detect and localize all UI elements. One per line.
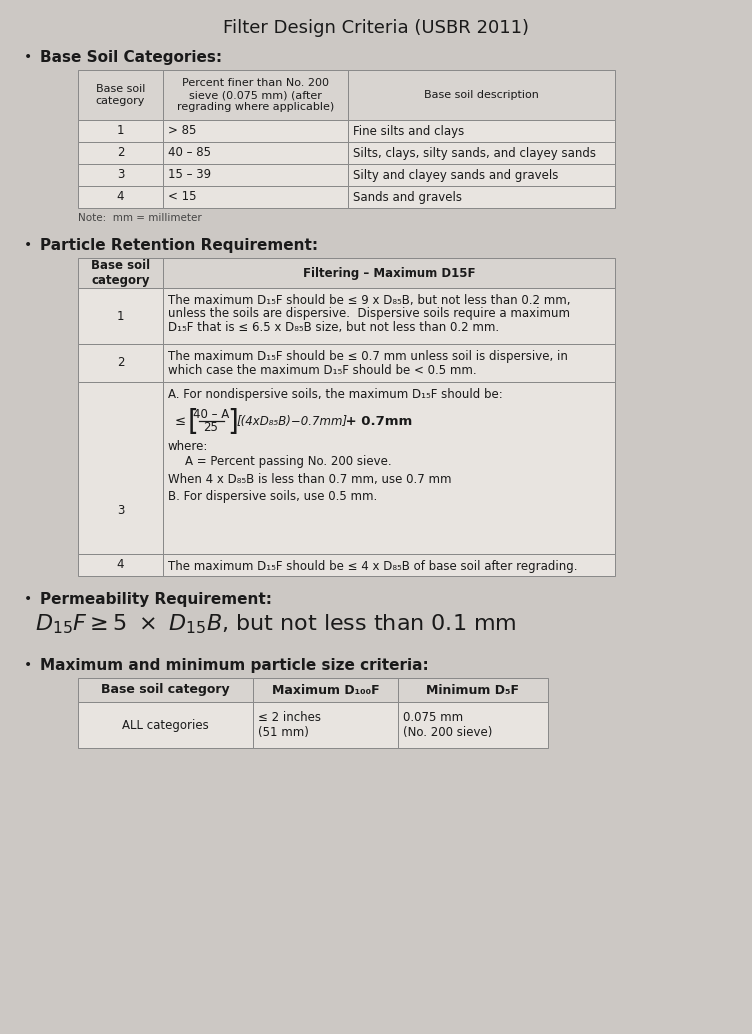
Text: 2: 2 xyxy=(117,147,124,159)
Text: •: • xyxy=(24,50,32,64)
Text: The maximum D₁₅F should be ≤ 4 x D₈₅B of base soil after regrading.: The maximum D₁₅F should be ≤ 4 x D₈₅B of… xyxy=(168,560,578,573)
Text: Minimum D₅F: Minimum D₅F xyxy=(426,683,520,697)
Bar xyxy=(78,554,163,576)
Bar xyxy=(78,142,163,164)
Bar xyxy=(163,70,348,120)
Text: 25: 25 xyxy=(204,421,218,434)
Bar xyxy=(78,344,163,382)
Text: 3: 3 xyxy=(117,169,124,182)
Text: ]: ] xyxy=(227,407,238,435)
Bar xyxy=(163,344,615,382)
Text: 1: 1 xyxy=(117,309,124,323)
Text: Maximum D₁₀₀F: Maximum D₁₀₀F xyxy=(271,683,379,697)
Text: 4: 4 xyxy=(117,558,124,572)
Text: 1: 1 xyxy=(117,124,124,138)
Bar xyxy=(348,186,615,208)
Text: < 15: < 15 xyxy=(168,190,196,204)
Bar xyxy=(348,120,615,142)
Text: [: [ xyxy=(188,407,199,435)
Bar xyxy=(78,164,163,186)
Bar xyxy=(78,186,163,208)
Text: Percent finer than No. 200
sieve (0.075 mm) (after
regrading where applicable): Percent finer than No. 200 sieve (0.075 … xyxy=(177,79,334,112)
Bar xyxy=(78,258,163,288)
Text: Filtering – Maximum D15F: Filtering – Maximum D15F xyxy=(303,267,475,279)
Text: Base soil
category: Base soil category xyxy=(96,84,145,105)
Text: A. For nondispersive soils, the maximum D₁₅F should be:: A. For nondispersive soils, the maximum … xyxy=(168,388,503,401)
Bar xyxy=(253,678,398,702)
Text: 15 – 39: 15 – 39 xyxy=(168,169,211,182)
Text: When 4 x D₈₅B is less than 0.7 mm, use 0.7 mm: When 4 x D₈₅B is less than 0.7 mm, use 0… xyxy=(168,473,451,486)
Text: 3: 3 xyxy=(117,505,124,517)
Text: Base soil description: Base soil description xyxy=(424,90,539,100)
Text: •: • xyxy=(24,658,32,672)
Text: Base soil category: Base soil category xyxy=(102,683,230,697)
Text: where:: where: xyxy=(168,439,208,453)
Text: The maximum D₁₅F should be ≤ 0.7 mm unless soil is dispersive, in: The maximum D₁₅F should be ≤ 0.7 mm unle… xyxy=(168,349,568,363)
Bar xyxy=(78,678,253,702)
Bar xyxy=(78,702,253,748)
Text: Maximum and minimum particle size criteria:: Maximum and minimum particle size criter… xyxy=(40,658,429,673)
Text: Fine silts and clays: Fine silts and clays xyxy=(353,124,464,138)
Text: 40 – 85: 40 – 85 xyxy=(168,147,211,159)
Text: The maximum D₁₅F should be ≤ 9 x D₈₅B, but not less than 0.2 mm,: The maximum D₁₅F should be ≤ 9 x D₈₅B, b… xyxy=(168,294,571,307)
Text: B. For dispersive soils, use 0.5 mm.: B. For dispersive soils, use 0.5 mm. xyxy=(168,490,378,503)
Bar xyxy=(78,120,163,142)
Bar xyxy=(163,186,348,208)
Bar xyxy=(163,288,615,344)
Text: 40 – A: 40 – A xyxy=(193,408,229,421)
Bar xyxy=(163,258,615,288)
Text: 4: 4 xyxy=(117,190,124,204)
Text: D₁₅F that is ≤ 6.5 x D₈₅B size, but not less than 0.2 mm.: D₁₅F that is ≤ 6.5 x D₈₅B size, but not … xyxy=(168,321,499,334)
Bar xyxy=(348,142,615,164)
Bar xyxy=(163,382,615,554)
Bar xyxy=(163,142,348,164)
Text: ≤ 2 inches
(51 mm): ≤ 2 inches (51 mm) xyxy=(258,711,321,739)
Text: A = Percent passing No. 200 sieve.: A = Percent passing No. 200 sieve. xyxy=(185,455,392,468)
Text: Base Soil Categories:: Base Soil Categories: xyxy=(40,50,222,65)
Text: [(4xD₈₅B)−0.7mm]: [(4xD₈₅B)−0.7mm] xyxy=(237,415,348,428)
Text: $D_{15}F \geq 5\ \times\ D_{15}B$, but not less than 0.1 mm: $D_{15}F \geq 5\ \times\ D_{15}B$, but n… xyxy=(35,612,517,636)
Text: •: • xyxy=(24,238,32,252)
Bar xyxy=(163,120,348,142)
Text: unless the soils are dispersive.  Dispersive soils require a maximum: unless the soils are dispersive. Dispers… xyxy=(168,307,570,321)
Bar xyxy=(253,702,398,748)
Text: 2: 2 xyxy=(117,357,124,369)
Text: •: • xyxy=(24,592,32,606)
Bar xyxy=(398,702,548,748)
Text: > 85: > 85 xyxy=(168,124,196,138)
Bar xyxy=(398,678,548,702)
Text: Filter Design Criteria (USBR 2011): Filter Design Criteria (USBR 2011) xyxy=(223,19,529,37)
Text: Particle Retention Requirement:: Particle Retention Requirement: xyxy=(40,238,318,253)
Text: ≤: ≤ xyxy=(175,415,186,428)
Bar xyxy=(78,70,163,120)
Text: Permeability Requirement:: Permeability Requirement: xyxy=(40,592,272,607)
Bar xyxy=(78,288,163,344)
Text: 0.075 mm
(No. 200 sieve): 0.075 mm (No. 200 sieve) xyxy=(403,711,493,739)
Bar xyxy=(163,164,348,186)
Text: Silts, clays, silty sands, and clayey sands: Silts, clays, silty sands, and clayey sa… xyxy=(353,147,596,159)
Text: which case the maximum D₁₅F should be < 0.5 mm.: which case the maximum D₁₅F should be < … xyxy=(168,364,477,376)
Bar xyxy=(163,554,615,576)
Bar xyxy=(348,70,615,120)
Bar xyxy=(348,164,615,186)
Text: Silty and clayey sands and gravels: Silty and clayey sands and gravels xyxy=(353,169,559,182)
Text: Base soil
category: Base soil category xyxy=(91,258,150,287)
Text: Note:  mm = millimeter: Note: mm = millimeter xyxy=(78,213,202,223)
Text: Sands and gravels: Sands and gravels xyxy=(353,190,462,204)
Text: + 0.7mm: + 0.7mm xyxy=(341,415,412,428)
Text: ALL categories: ALL categories xyxy=(122,719,209,731)
Bar xyxy=(78,382,163,554)
